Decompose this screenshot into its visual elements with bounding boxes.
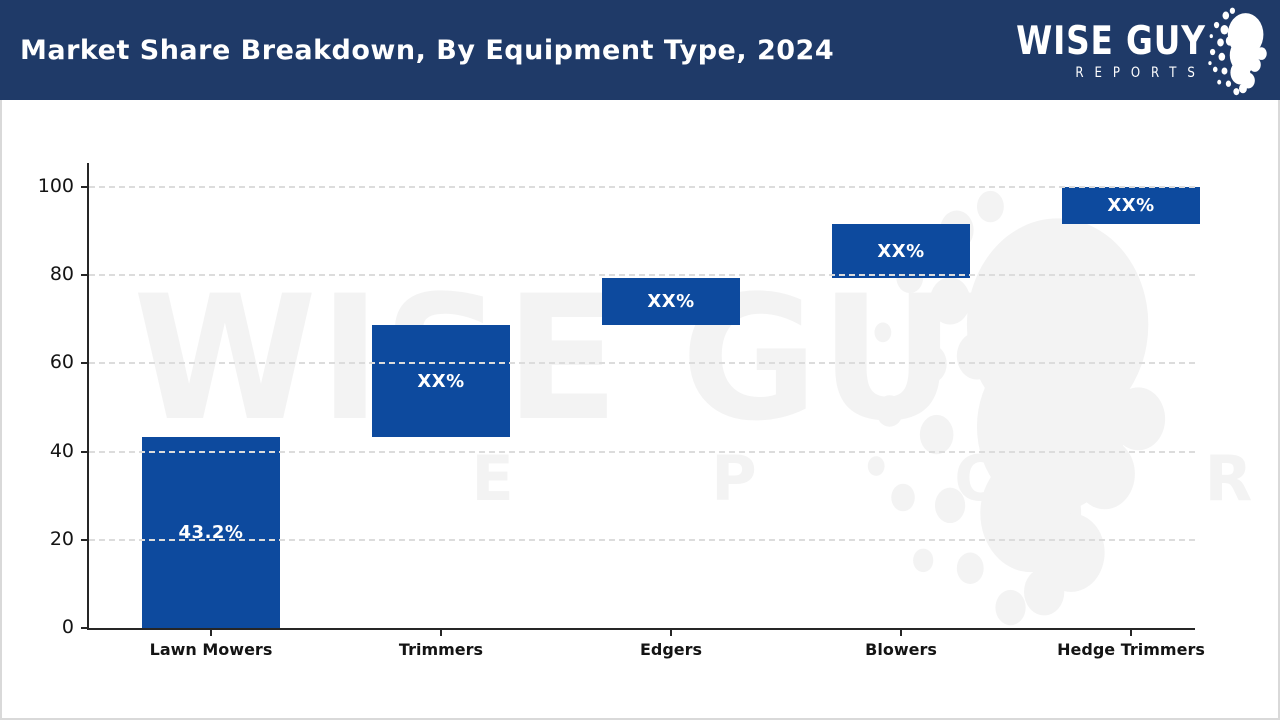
bar-segment: XX% [372,325,510,438]
x-axis-category-label: Edgers [639,640,703,659]
gridline [89,362,1195,365]
bar-value-label: XX% [647,290,695,312]
x-axis-category-label: Trimmers [398,640,484,659]
y-axis-tick [81,186,87,188]
bar-segment: XX% [832,224,970,278]
y-axis-tick [81,362,87,365]
brand-logo: WISE GUY REPORTS [1004,4,1274,98]
page-title: Market Share Breakdown, By Equipment Typ… [20,34,835,66]
bar-segment: XX% [602,277,740,326]
y-axis-tick [81,450,87,453]
y-axis-spine [87,163,89,630]
y-axis-tick-label: 0 [61,616,74,638]
header-bar: Market Share Breakdown, By Equipment Typ… [0,0,1280,100]
y-axis-tick-label: 80 [49,263,74,286]
gridline [89,186,1195,188]
bar-value-label: XX% [417,370,465,392]
x-axis-category-label: Blowers [865,640,937,659]
bar-segment: 43.2% [142,437,280,628]
gridline [89,538,1195,541]
y-axis-tick [81,627,87,629]
y-axis-tick [81,538,87,541]
gridline [89,450,1195,453]
y-axis-tick-label: 100 [37,175,74,197]
bar-value-label: XX% [877,240,925,262]
brand-subtitle: REPORTS [1075,65,1206,81]
brand-name: WISE GUY [1016,19,1206,64]
y-axis-tick-label: 40 [49,439,74,462]
bar-value-label: XX% [1107,195,1155,217]
x-axis-tick [210,629,212,636]
bar-value-label: 43.2% [178,522,244,544]
x-axis-tick [1130,629,1132,636]
x-axis-tick [670,629,672,636]
y-axis-tick [81,274,87,277]
brand-logo-text: WISE GUY REPORTS [1016,19,1206,82]
x-axis-category-label: Hedge Trimmers [1057,640,1205,659]
y-axis-tick-label: 20 [49,527,74,550]
x-axis-spine [87,628,1195,630]
gridline [89,274,1195,277]
brand-face-icon [1208,7,1267,96]
x-axis-category-label: Lawn Mowers [149,640,273,659]
y-axis-tick-label: 60 [49,351,74,374]
bar-segment: XX% [1062,187,1200,225]
x-axis-tick [440,629,442,636]
x-axis-tick [900,629,902,636]
